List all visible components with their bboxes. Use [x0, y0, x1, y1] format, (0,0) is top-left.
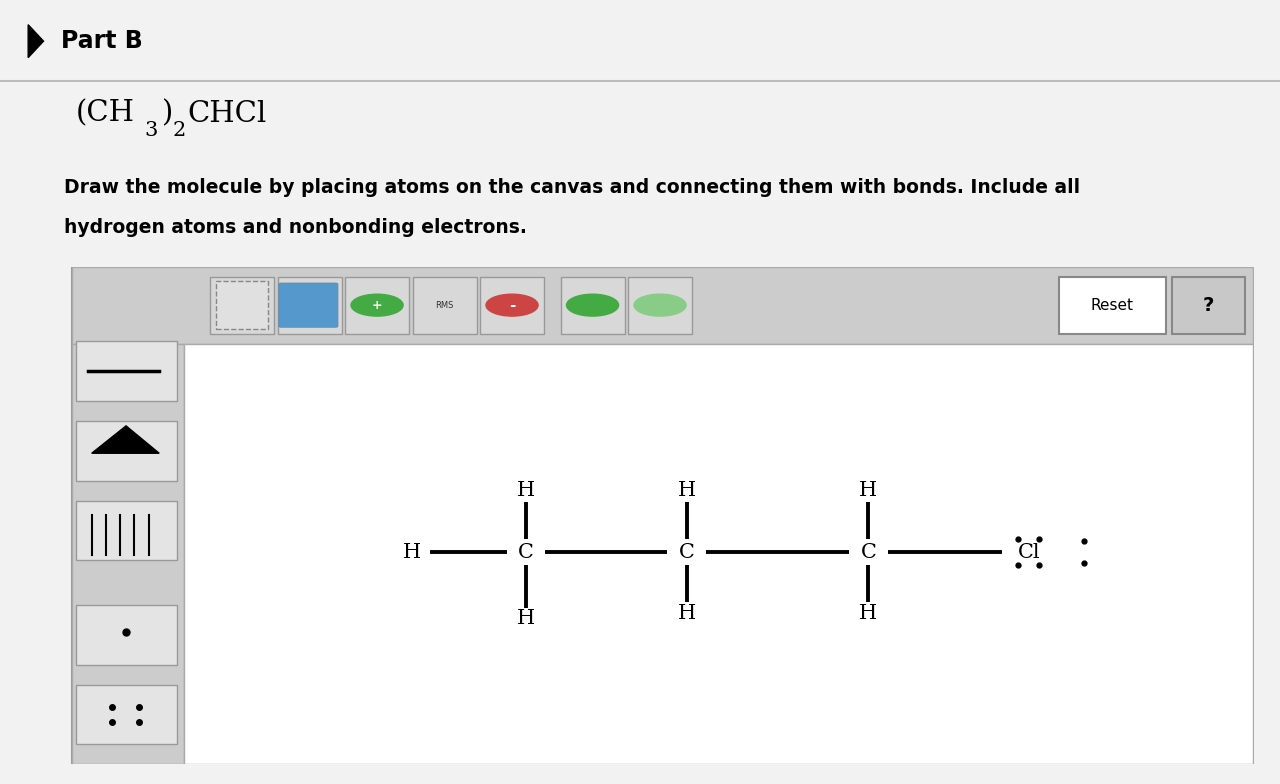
Text: H: H: [677, 481, 695, 500]
Text: RMS: RMS: [435, 300, 453, 310]
Text: Cl: Cl: [1018, 543, 1041, 561]
Text: C: C: [678, 543, 695, 561]
FancyBboxPatch shape: [216, 281, 268, 328]
FancyBboxPatch shape: [77, 500, 177, 561]
FancyBboxPatch shape: [77, 684, 177, 745]
Text: Part B: Part B: [61, 29, 143, 53]
Text: H: H: [403, 543, 421, 561]
FancyBboxPatch shape: [77, 605, 177, 665]
FancyBboxPatch shape: [628, 277, 692, 334]
Text: 3: 3: [145, 121, 157, 140]
Text: 2: 2: [173, 121, 186, 140]
Text: C: C: [518, 543, 534, 561]
FancyBboxPatch shape: [72, 344, 184, 764]
FancyBboxPatch shape: [480, 277, 544, 334]
Text: C: C: [860, 543, 877, 561]
Text: H: H: [859, 604, 877, 623]
Text: Reset: Reset: [1091, 298, 1134, 313]
FancyBboxPatch shape: [561, 277, 625, 334]
FancyBboxPatch shape: [72, 267, 1253, 343]
FancyBboxPatch shape: [279, 283, 338, 327]
Circle shape: [351, 294, 403, 316]
Text: H: H: [859, 481, 877, 500]
FancyBboxPatch shape: [346, 277, 410, 334]
Text: H: H: [517, 481, 535, 500]
FancyBboxPatch shape: [412, 277, 476, 334]
FancyBboxPatch shape: [72, 267, 1253, 764]
Text: H: H: [517, 609, 535, 628]
Text: (CH: (CH: [76, 100, 134, 128]
FancyBboxPatch shape: [77, 341, 177, 401]
Circle shape: [634, 294, 686, 316]
Circle shape: [567, 294, 618, 316]
Polygon shape: [28, 25, 44, 58]
Text: H: H: [677, 604, 695, 623]
FancyBboxPatch shape: [1171, 277, 1245, 334]
FancyBboxPatch shape: [1059, 277, 1166, 334]
Text: Draw the molecule by placing atoms on the canvas and connecting them with bonds.: Draw the molecule by placing atoms on th…: [64, 178, 1080, 197]
FancyBboxPatch shape: [184, 344, 1253, 764]
Text: ): ): [161, 100, 173, 128]
Text: CHCl: CHCl: [188, 100, 268, 128]
Polygon shape: [92, 426, 159, 453]
Text: -: -: [509, 298, 516, 313]
FancyBboxPatch shape: [77, 421, 177, 481]
Circle shape: [486, 294, 538, 316]
FancyBboxPatch shape: [210, 277, 274, 334]
Text: hydrogen atoms and nonbonding electrons.: hydrogen atoms and nonbonding electrons.: [64, 218, 527, 237]
FancyBboxPatch shape: [278, 277, 342, 334]
Text: ?: ?: [1202, 296, 1213, 314]
Text: +: +: [371, 299, 383, 312]
